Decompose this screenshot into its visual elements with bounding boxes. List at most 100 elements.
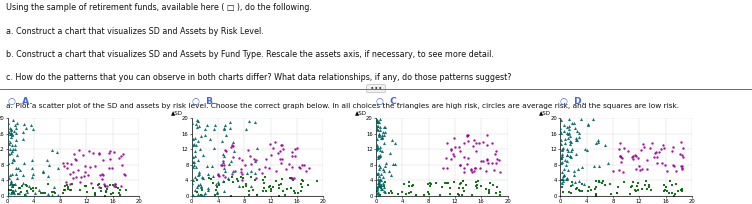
Point: [556, 170, 568, 173]
Point: [249, 178, 261, 181]
Point: [373, 121, 385, 124]
Point: [626, 184, 638, 187]
Point: [244, 185, 256, 188]
Point: [290, 192, 302, 195]
Point: [79, 165, 91, 168]
Point: [676, 165, 688, 168]
Point: [590, 186, 602, 189]
Point: [226, 143, 238, 146]
Point: [494, 171, 506, 174]
Point: [378, 125, 390, 129]
Point: [114, 188, 126, 192]
Point: [89, 193, 101, 196]
Point: [614, 142, 626, 145]
Point: [574, 189, 586, 193]
Point: [384, 170, 396, 173]
Point: [371, 129, 384, 132]
Point: [80, 184, 92, 188]
Point: [375, 183, 387, 186]
Point: [666, 145, 678, 148]
Point: [19, 192, 31, 196]
Point: [472, 180, 484, 183]
Point: [6, 132, 18, 136]
Point: [589, 187, 601, 190]
Point: [554, 157, 566, 160]
Point: [487, 168, 499, 171]
Point: [243, 120, 255, 123]
Point: [565, 149, 577, 152]
Point: [593, 179, 605, 183]
Point: [371, 147, 384, 151]
Point: [233, 156, 245, 160]
Text: ▲SD: ▲SD: [539, 110, 551, 115]
Point: [226, 194, 238, 197]
Point: [190, 122, 202, 126]
Point: [457, 166, 469, 169]
Point: [627, 181, 639, 184]
Point: [632, 188, 644, 192]
Point: [197, 177, 209, 180]
Point: [371, 184, 384, 188]
Point: [256, 171, 268, 175]
Point: [8, 158, 20, 162]
Point: [108, 183, 120, 187]
Point: [8, 191, 20, 195]
Point: [74, 180, 86, 184]
Point: [4, 173, 16, 176]
Point: [374, 165, 386, 169]
Point: [629, 188, 641, 191]
Point: [385, 189, 397, 193]
Point: [274, 157, 286, 160]
Point: [404, 191, 416, 194]
Point: [462, 134, 474, 137]
Point: [97, 174, 109, 177]
Point: [575, 117, 587, 120]
Point: [11, 153, 23, 156]
Point: [371, 190, 383, 193]
Point: [651, 161, 663, 165]
Point: [205, 178, 217, 181]
Point: [7, 189, 19, 193]
Point: [189, 188, 201, 192]
Point: [639, 184, 651, 187]
Point: [663, 192, 675, 195]
Point: [48, 186, 60, 189]
Point: [406, 185, 418, 188]
Point: [448, 155, 460, 158]
Point: [217, 153, 229, 156]
Point: [5, 135, 17, 139]
Point: [494, 193, 506, 196]
Point: [21, 190, 33, 193]
Point: [5, 181, 17, 184]
Point: [371, 172, 384, 175]
Point: [187, 178, 199, 181]
Point: [284, 162, 296, 166]
Point: [569, 170, 581, 173]
Point: [12, 166, 24, 170]
Point: [564, 139, 576, 143]
Point: [93, 152, 105, 155]
Point: [211, 190, 223, 194]
Point: [27, 186, 39, 189]
Point: [5, 152, 17, 155]
Point: [560, 177, 572, 181]
Point: [373, 155, 385, 159]
Point: [374, 148, 387, 151]
Point: [403, 185, 415, 188]
Point: [93, 183, 105, 186]
Point: [5, 131, 17, 134]
Point: [42, 193, 54, 196]
Point: [556, 161, 568, 164]
Point: [670, 182, 682, 185]
Point: [245, 163, 257, 166]
Point: [72, 169, 84, 172]
Point: [668, 194, 680, 197]
Point: [468, 169, 481, 172]
Point: [2, 188, 14, 192]
Point: [235, 175, 247, 178]
Point: [114, 193, 126, 196]
Point: [264, 184, 276, 187]
Point: [6, 184, 18, 187]
Point: [611, 192, 623, 195]
Point: [8, 130, 20, 133]
